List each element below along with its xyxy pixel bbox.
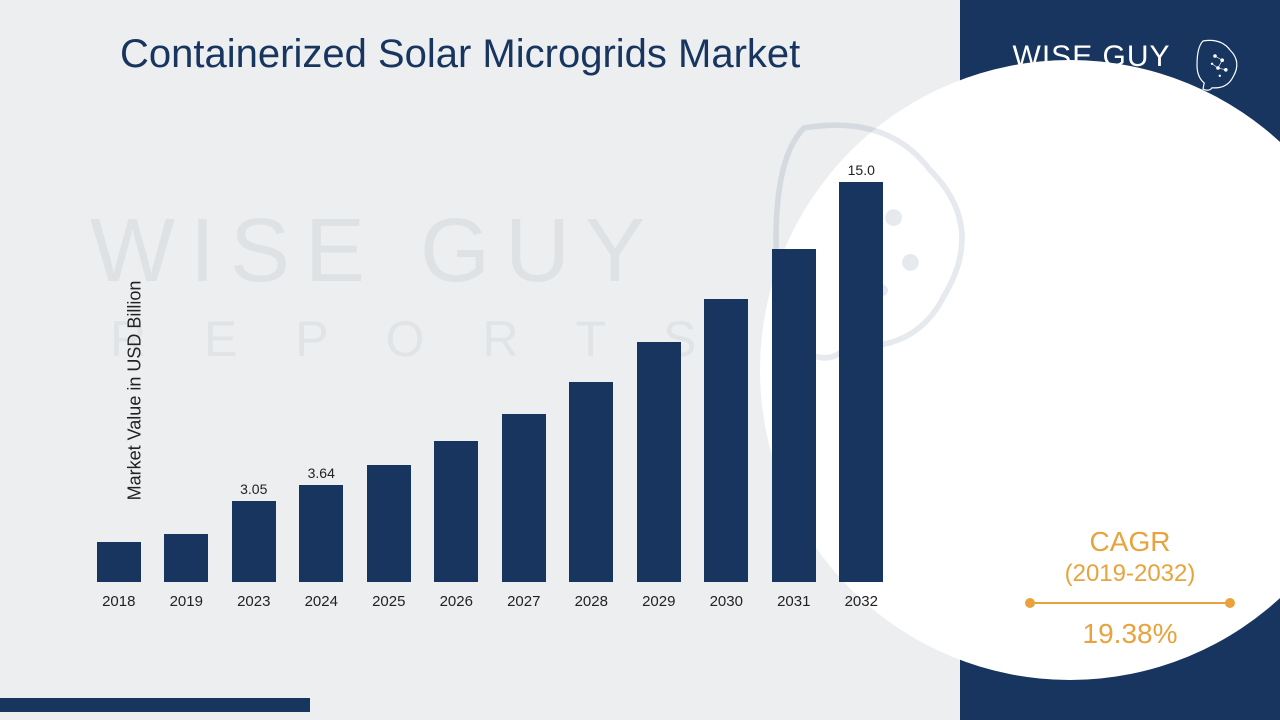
bar [367, 465, 411, 582]
bar-group [153, 534, 221, 582]
bar [839, 182, 883, 582]
x-labels-container: 2018201920232024202520262027202820292030… [85, 593, 895, 610]
bar-group [625, 342, 693, 582]
x-axis-label: 2025 [355, 593, 423, 610]
x-axis-label: 2031 [760, 593, 828, 610]
bar [772, 249, 816, 582]
cagr-value: 19.38% [1030, 618, 1230, 650]
bar [569, 382, 613, 582]
bar-group [355, 465, 423, 582]
bar-group [558, 382, 626, 582]
bar-group [85, 542, 153, 582]
bottom-accent-bar [0, 698, 310, 712]
x-axis-label: 2018 [85, 593, 153, 610]
x-axis-label: 2029 [625, 593, 693, 610]
chart-title: Containerized Solar Microgrids Market [120, 30, 800, 78]
logo: WISE GUY REPORTS [1013, 35, 1245, 95]
logo-main: WISE GUY [1013, 40, 1171, 74]
bar-value-label: 3.64 [308, 465, 335, 481]
bar-group: 3.05 [220, 501, 288, 582]
cagr-divider [1030, 602, 1230, 604]
x-axis-label: 2023 [220, 593, 288, 610]
x-axis-label: 2028 [558, 593, 626, 610]
bar-group [760, 249, 828, 582]
cagr-title: CAGR [1030, 526, 1230, 558]
bar-value-label: 3.05 [240, 481, 267, 497]
bar-group [490, 414, 558, 582]
bar-group: 3.64 [288, 485, 356, 582]
bar [637, 342, 681, 582]
chart-area: Market Value in USD Billion 3.053.6415.0… [75, 180, 895, 610]
logo-sub: REPORTS [1013, 72, 1171, 90]
cagr-block: CAGR (2019-2032) 19.38% [1030, 526, 1230, 650]
bar-group: 15.0 [828, 182, 896, 582]
bar-group [693, 299, 761, 582]
bar [232, 501, 276, 582]
bar-group [423, 441, 491, 582]
x-axis-label: 2027 [490, 593, 558, 610]
x-axis-label: 2024 [288, 593, 356, 610]
x-axis-label: 2026 [423, 593, 491, 610]
x-axis-label: 2019 [153, 593, 221, 610]
bar [164, 534, 208, 582]
x-axis-label: 2030 [693, 593, 761, 610]
cagr-range: (2019-2032) [1030, 560, 1230, 588]
bar [502, 414, 546, 582]
x-axis-label: 2032 [828, 593, 896, 610]
bar [97, 542, 141, 582]
bar [299, 485, 343, 582]
bar [704, 299, 748, 582]
bars-container: 3.053.6415.0 [85, 182, 895, 582]
bar-value-label: 15.0 [848, 162, 875, 178]
bar [434, 441, 478, 582]
logo-head-icon [1185, 35, 1245, 95]
